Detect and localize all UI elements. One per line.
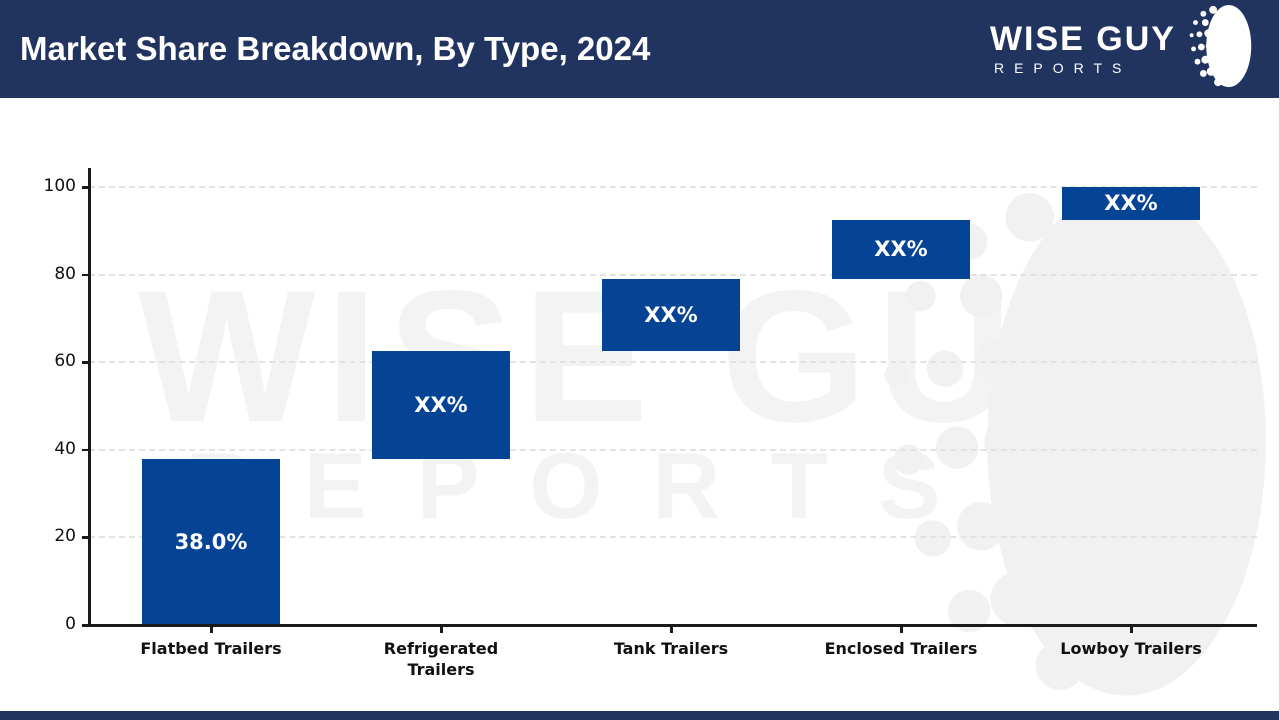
- y-tick-label: 100: [43, 176, 76, 196]
- x-tick-mark: [1130, 626, 1133, 633]
- brand-logo-text: WISE GUY REPORTS: [990, 22, 1176, 76]
- footer-bar: [0, 711, 1279, 720]
- header-bar: Market Share Breakdown, By Type, 2024 WI…: [0, 0, 1279, 98]
- brand-name: WISE GUY: [989, 20, 1176, 58]
- gridline-y60: [89, 361, 1257, 364]
- category-label-enclosed-trailers: Enclosed Trailers: [824, 639, 978, 658]
- gridline-y40: [89, 448, 1257, 451]
- y-tick-label: 40: [54, 438, 76, 459]
- category-label-refrigerated-trailers: Refrigerated Trailers: [383, 639, 499, 679]
- x-axis-line: [88, 624, 1257, 627]
- x-tick-mark: [670, 626, 673, 633]
- category-label-lowboy-trailers: Lowboy Trailers: [1060, 639, 1202, 658]
- bar-flatbed-trailers: 38.0%: [142, 458, 280, 625]
- y-axis-line: [88, 168, 91, 627]
- bar-lowboy-trailers: XX%: [1062, 187, 1200, 220]
- bar-value-label: XX%: [414, 392, 468, 417]
- page-title: Market Share Breakdown, By Type, 2024: [20, 30, 651, 67]
- y-tick-mark: [82, 186, 89, 189]
- y-tick-mark: [82, 448, 89, 452]
- y-tick-mark: [82, 536, 89, 539]
- bar-enclosed-trailers: XX%: [832, 219, 970, 279]
- dotted-head-icon: [1182, 3, 1254, 95]
- gridline-y100: [89, 186, 1257, 188]
- y-tick-label: 0: [65, 614, 76, 634]
- gridline-y20: [89, 536, 1257, 539]
- category-label-tank-trailers: Tank Trailers: [613, 639, 729, 658]
- brand-subname: REPORTS: [993, 60, 1132, 76]
- y-tick-label: 60: [54, 351, 76, 372]
- bar-refrigerated-trailers: XX%: [372, 351, 510, 459]
- x-tick-mark: [440, 626, 443, 633]
- bar-value-label: XX%: [874, 237, 928, 262]
- bar-tank-trailers: XX%: [602, 278, 740, 352]
- gridline-y80: [89, 273, 1257, 276]
- bar-value-label: XX%: [1104, 191, 1158, 216]
- brand-logo: WISE GUY REPORTS: [990, 3, 1254, 95]
- y-tick-mark: [82, 624, 89, 627]
- bar-value-label: XX%: [644, 303, 698, 328]
- plot-area: 0 20 40 60 80 100 38.0% Flatbed Trailers XX% Refr…: [0, 98, 1279, 711]
- x-tick-mark: [900, 626, 903, 633]
- y-tick-mark: [82, 273, 89, 277]
- y-tick-label: 80: [54, 263, 76, 284]
- y-tick-label: 20: [54, 526, 76, 547]
- x-tick-mark: [210, 626, 213, 633]
- y-tick-mark: [82, 361, 89, 364]
- category-label-flatbed-trailers: Flatbed Trailers: [140, 639, 282, 658]
- bar-value-label: 38.0%: [174, 529, 248, 554]
